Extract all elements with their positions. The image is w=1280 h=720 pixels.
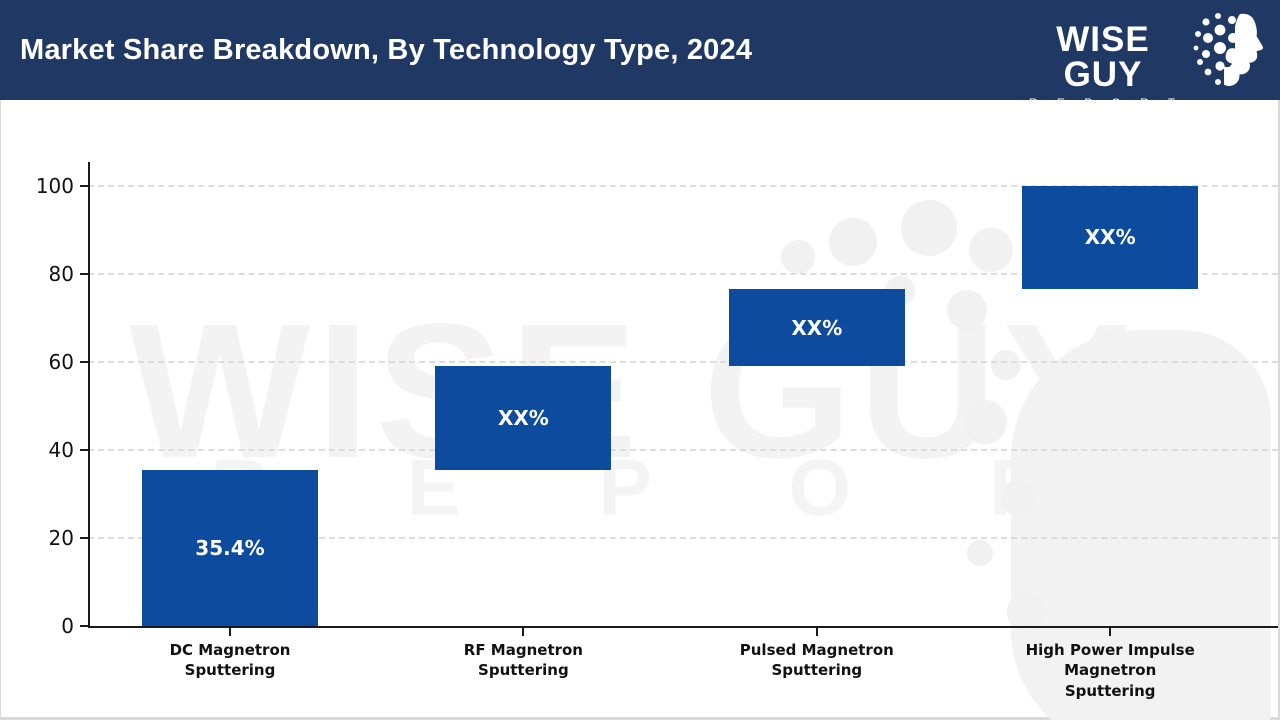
gridline (88, 361, 1278, 363)
dotted-head-profile-icon (1193, 13, 1263, 87)
bar-value-label: XX% (1084, 225, 1136, 250)
header-bar: Market Share Breakdown, By Technology Ty… (0, 0, 1280, 124)
chart-title: Market Share Breakdown, By Technology Ty… (20, 33, 753, 66)
bar-value-label: XX% (497, 406, 549, 431)
watermark-dot (781, 240, 815, 274)
y-tick-mark (80, 361, 88, 363)
x-tick-mark (522, 628, 525, 636)
x-axis-line (88, 626, 1278, 628)
watermark-dot (967, 540, 993, 566)
x-tick-label: RF Magnetron Sputtering (463, 641, 583, 680)
waterfall-bar (728, 288, 905, 367)
watermark-dot (901, 200, 957, 256)
y-tick-mark (80, 185, 88, 187)
gridline (88, 537, 1278, 539)
waterfall-bar (1022, 186, 1199, 289)
watermark-dot (1001, 480, 1037, 516)
x-tick-label: Pulsed Magnetron Sputtering (739, 641, 894, 680)
bar-value-label: XX% (791, 315, 843, 340)
gridline (88, 185, 1278, 187)
brand-name: WISE GUY (1056, 20, 1150, 94)
watermark-dot (829, 218, 877, 266)
x-tick-label: High Power Impulse Magnetron Sputtering (1025, 641, 1195, 700)
watermark-dot (963, 400, 1007, 444)
watermark-head-silhouette (1011, 330, 1271, 720)
watermark-dot (947, 290, 987, 330)
waterfall-bar (435, 366, 612, 471)
y-tick-mark (80, 449, 88, 451)
y-tick-label: 100 (35, 174, 74, 198)
gridline (88, 273, 1278, 275)
y-tick-mark (80, 625, 88, 627)
bar-value-label: 35.4% (195, 536, 265, 561)
watermark-dot (1007, 592, 1047, 632)
x-tick-label: DC Magnetron Sputtering (169, 641, 291, 680)
x-tick-mark (1109, 628, 1112, 636)
y-tick-label: 40 (48, 438, 74, 462)
watermark-dot (991, 350, 1021, 380)
y-axis-line (88, 162, 90, 628)
gridline (88, 449, 1278, 451)
x-tick-mark (229, 628, 231, 636)
y-tick-mark (80, 273, 88, 275)
y-tick-label: 0 (61, 614, 74, 638)
y-tick-label: 20 (48, 526, 74, 550)
waterfall-bar (142, 470, 318, 626)
y-tick-mark (80, 537, 88, 539)
watermark-dot (969, 228, 1013, 272)
y-tick-label: 80 (48, 262, 74, 286)
y-tick-label: 60 (48, 350, 74, 374)
x-tick-mark (815, 628, 818, 636)
